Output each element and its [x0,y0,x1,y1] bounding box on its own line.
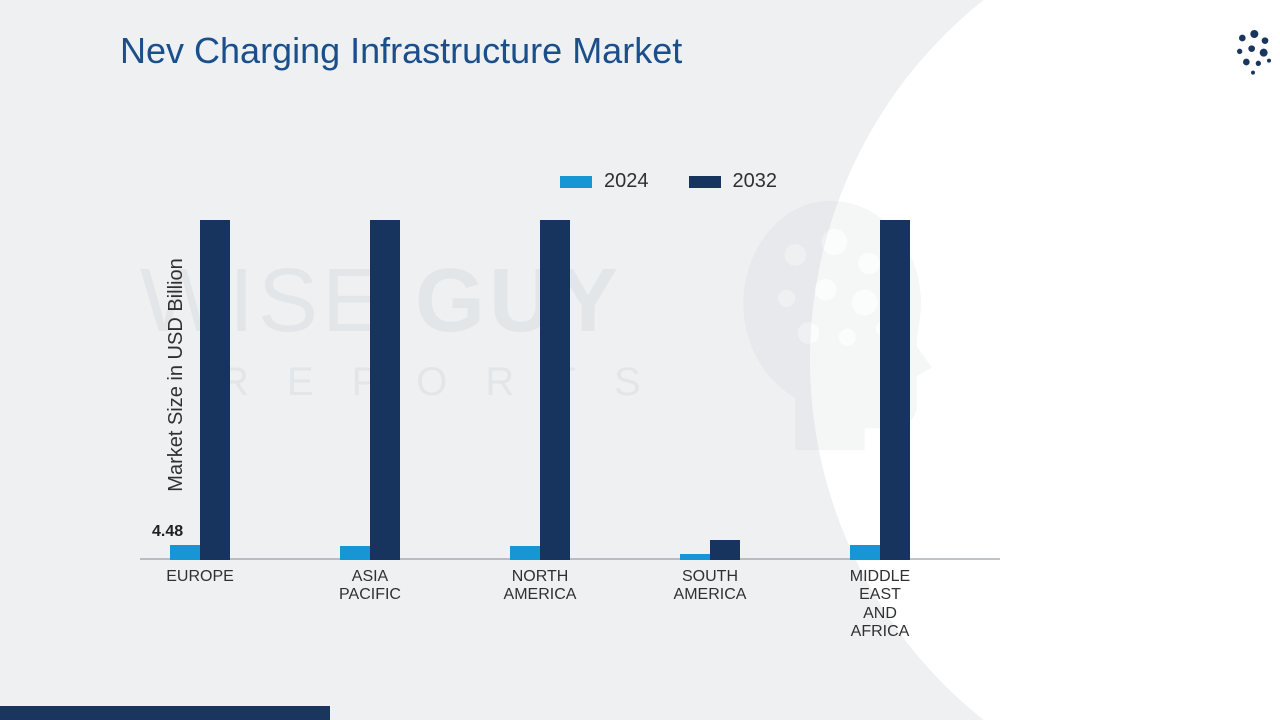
bar [510,546,540,560]
x-category-label: MIDDLE EAST AND AFRICA [850,568,910,642]
x-category-label: NORTH AMERICA [504,568,577,605]
bar [370,220,400,560]
legend-swatch-2024 [560,176,592,188]
bar [850,545,880,560]
plot-region: EUROPEASIA PACIFICNORTH AMERICASOUTH AME… [140,200,1000,560]
x-category-label: ASIA PACIFIC [339,568,401,605]
chart-title: Nev Charging Infrastructure Market [120,30,682,72]
brand-head-icon [1218,18,1280,98]
legend-swatch-2032 [689,176,721,188]
bar [540,220,570,560]
x-category-label: EUROPE [166,568,234,586]
bar [170,545,200,560]
bar [340,546,370,560]
value-label: 4.48 [152,523,183,541]
chart-area: Market Size in USD Billion EUROPEASIA PA… [40,160,1000,590]
infographic-canvas: WISE GUY REPORTS Nev Charging Infrastruc… [0,0,1280,720]
legend-item-2032: 2032 [689,170,778,193]
bottom-strip [0,706,330,720]
legend: 2024 2032 [560,170,777,193]
bar [710,540,740,560]
bar [200,220,230,560]
legend-label: 2024 [604,170,649,193]
legend-item-2024: 2024 [560,170,649,193]
bar [880,220,910,560]
bar [680,554,710,560]
x-category-label: SOUTH AMERICA [674,568,747,605]
legend-label: 2032 [733,170,778,193]
